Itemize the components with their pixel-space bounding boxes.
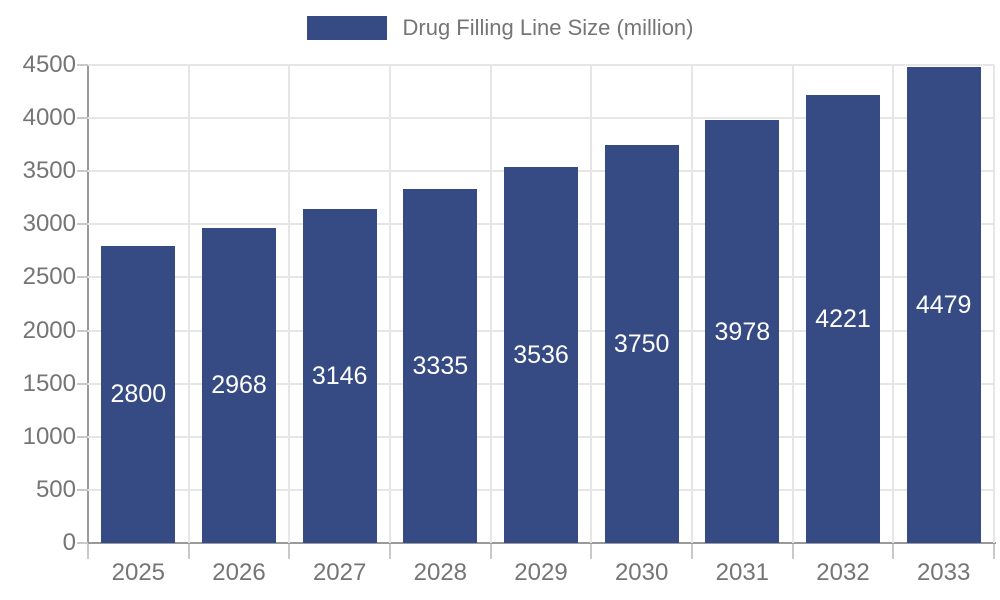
y-tick-label: 1000 [22, 422, 76, 450]
bar-value-label: 3978 [714, 317, 771, 346]
x-gridline [389, 65, 391, 543]
x-gridline [590, 65, 593, 543]
bar: 4479 [906, 67, 981, 543]
x-axis-tick [187, 544, 190, 559]
bar: 2968 [202, 227, 276, 543]
x-axis-line [88, 542, 996, 544]
y-axis-tick [77, 329, 88, 332]
x-gridline [993, 65, 995, 543]
x-tick-label: 2032 [816, 559, 870, 586]
x-tick-label: 2028 [413, 559, 468, 586]
y-axis-tick [77, 117, 88, 120]
bar: 4221 [806, 94, 880, 543]
y-axis-tick [77, 223, 88, 226]
bar-value-label: 4479 [915, 291, 972, 320]
y-tick-label: 2000 [22, 316, 76, 344]
bar: 3978 [705, 120, 780, 543]
bar-value-label: 3536 [513, 341, 569, 370]
bar-value-label: 2800 [110, 380, 167, 409]
x-axis-tick [691, 544, 693, 559]
x-tick-label: 2025 [111, 559, 166, 586]
bar: 3750 [604, 144, 679, 543]
bar-value-label: 2968 [211, 371, 267, 400]
legend-swatch[interactable] [306, 16, 387, 40]
x-axis-tick [892, 544, 895, 559]
x-axis-tick [590, 544, 593, 559]
y-axis-tick [77, 382, 88, 385]
x-tick-label: 2031 [715, 559, 770, 586]
y-axis-tick [77, 542, 88, 544]
plot-area: 2800 2968 3146 3335 3536 3750 3978 4221 4479 [88, 64, 995, 543]
y-gridline [88, 64, 994, 66]
x-gridline [791, 65, 794, 543]
x-tick-label: 2027 [312, 559, 367, 586]
x-axis-tick [389, 544, 391, 559]
bar-value-label: 3335 [412, 351, 469, 380]
y-tick-label: 3000 [22, 210, 76, 238]
x-axis-tick [791, 544, 794, 559]
x-axis-tick [87, 544, 89, 559]
y-tick-label: 4500 [22, 51, 76, 78]
x-gridline [489, 65, 492, 543]
legend-label[interactable]: Drug Filling Line Size (million) [402, 15, 694, 40]
y-tick-label: 1500 [22, 369, 76, 397]
bar: 3335 [403, 188, 478, 543]
bar: 3146 [302, 208, 377, 543]
bar-value-label: 3146 [311, 361, 368, 390]
y-axis-tick [77, 488, 88, 491]
x-axis-tick [489, 544, 492, 559]
y-axis-tick [77, 435, 88, 438]
y-axis-line [87, 65, 89, 544]
bar: 3536 [504, 167, 578, 543]
x-tick-label: 2033 [916, 559, 971, 586]
bar-value-label: 3750 [613, 329, 670, 358]
y-axis-tick [77, 64, 88, 66]
y-tick-label: 500 [35, 475, 76, 503]
x-tick-label: 2030 [614, 559, 669, 586]
y-tick-label: 0 [62, 529, 76, 556]
legend: Drug Filling Line Size (million) [0, 14, 1000, 42]
x-tick-label: 2029 [514, 559, 568, 586]
bar-value-label: 4221 [815, 304, 871, 333]
x-gridline [288, 65, 291, 543]
y-tick-label: 3500 [22, 157, 76, 185]
y-gridline [88, 117, 994, 120]
y-tick-label: 4000 [22, 104, 76, 132]
y-tick-label: 2500 [22, 263, 76, 291]
bar: 2800 [101, 245, 176, 543]
x-gridline [187, 65, 190, 543]
x-tick-label: 2026 [212, 559, 266, 586]
y-axis-tick [77, 170, 88, 173]
x-axis-tick [993, 544, 995, 559]
x-gridline [892, 65, 895, 543]
y-axis-tick [77, 276, 88, 279]
x-gridline [691, 65, 693, 543]
x-axis-tick [288, 544, 291, 559]
